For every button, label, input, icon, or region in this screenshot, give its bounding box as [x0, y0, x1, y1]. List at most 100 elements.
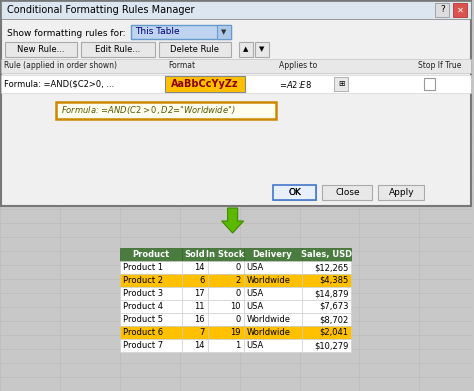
FancyBboxPatch shape	[1, 59, 471, 73]
FancyBboxPatch shape	[159, 42, 231, 57]
Text: Product 3: Product 3	[123, 289, 163, 298]
Text: Sold: Sold	[184, 250, 205, 259]
FancyBboxPatch shape	[165, 76, 245, 92]
FancyBboxPatch shape	[1, 75, 471, 93]
Text: USA: USA	[246, 302, 264, 311]
Text: Sales, USD: Sales, USD	[301, 250, 352, 259]
FancyBboxPatch shape	[120, 326, 182, 339]
FancyBboxPatch shape	[120, 287, 182, 300]
FancyBboxPatch shape	[255, 42, 269, 57]
Text: USA: USA	[246, 341, 264, 350]
FancyBboxPatch shape	[208, 261, 244, 274]
FancyBboxPatch shape	[182, 326, 208, 339]
Text: 10: 10	[230, 302, 241, 311]
FancyBboxPatch shape	[435, 3, 449, 17]
FancyBboxPatch shape	[5, 42, 77, 57]
FancyBboxPatch shape	[208, 339, 244, 352]
Text: 1: 1	[236, 341, 241, 350]
FancyBboxPatch shape	[301, 313, 351, 326]
FancyBboxPatch shape	[238, 42, 253, 57]
FancyBboxPatch shape	[273, 185, 317, 200]
Text: Conditional Formatting Rules Manager: Conditional Formatting Rules Manager	[7, 5, 194, 15]
FancyBboxPatch shape	[120, 248, 182, 261]
FancyBboxPatch shape	[208, 287, 244, 300]
Text: This Table: This Table	[135, 27, 180, 36]
Text: ▼: ▼	[221, 29, 226, 35]
Text: ▲: ▲	[243, 47, 248, 52]
FancyBboxPatch shape	[424, 78, 435, 90]
FancyBboxPatch shape	[217, 25, 231, 39]
Text: OK: OK	[288, 188, 301, 197]
Text: 14: 14	[194, 263, 205, 272]
FancyBboxPatch shape	[208, 248, 244, 261]
Text: ⊞: ⊞	[338, 79, 345, 88]
Text: ✕: ✕	[457, 5, 464, 14]
FancyBboxPatch shape	[56, 102, 275, 119]
Text: Close: Close	[335, 188, 360, 197]
Text: 16: 16	[194, 315, 205, 324]
Text: USA: USA	[246, 263, 264, 272]
Text: Delete Rule: Delete Rule	[170, 45, 219, 54]
FancyBboxPatch shape	[120, 261, 182, 274]
FancyBboxPatch shape	[273, 185, 317, 200]
Text: AaBbCcYyZz: AaBbCcYyZz	[171, 79, 238, 89]
Text: 0: 0	[236, 315, 241, 324]
FancyBboxPatch shape	[453, 3, 467, 17]
Text: Formula: =AND($C2>0, ...: Formula: =AND($C2>0, ...	[4, 79, 114, 88]
FancyBboxPatch shape	[182, 261, 208, 274]
FancyBboxPatch shape	[301, 274, 351, 287]
Text: In Stock: In Stock	[207, 250, 245, 259]
Text: 11: 11	[194, 302, 205, 311]
FancyBboxPatch shape	[301, 326, 351, 339]
Text: $12,265: $12,265	[314, 263, 348, 272]
Text: Apply: Apply	[389, 188, 414, 197]
FancyBboxPatch shape	[120, 274, 182, 287]
FancyBboxPatch shape	[244, 274, 301, 287]
Text: Worldwide: Worldwide	[246, 315, 291, 324]
Text: 14: 14	[194, 341, 205, 350]
Text: $2,041: $2,041	[319, 328, 348, 337]
FancyBboxPatch shape	[244, 339, 301, 352]
FancyBboxPatch shape	[131, 25, 231, 39]
Text: Stop If True: Stop If True	[419, 61, 462, 70]
FancyBboxPatch shape	[120, 313, 182, 326]
Text: 2: 2	[236, 276, 241, 285]
FancyBboxPatch shape	[81, 42, 155, 57]
Text: 0: 0	[236, 289, 241, 298]
Text: Product 6: Product 6	[123, 328, 163, 337]
Text: $4,385: $4,385	[319, 276, 348, 285]
FancyBboxPatch shape	[244, 300, 301, 313]
Text: Edit Rule...: Edit Rule...	[95, 45, 140, 54]
Text: 17: 17	[194, 289, 205, 298]
Text: Product 1: Product 1	[123, 263, 163, 272]
FancyBboxPatch shape	[208, 313, 244, 326]
FancyBboxPatch shape	[301, 339, 351, 352]
Text: $10,279: $10,279	[314, 341, 348, 350]
Text: Show formatting rules for:: Show formatting rules for:	[7, 29, 126, 38]
Text: Product 2: Product 2	[123, 276, 163, 285]
FancyBboxPatch shape	[301, 287, 351, 300]
Text: 19: 19	[230, 328, 241, 337]
Text: 6: 6	[199, 276, 205, 285]
FancyBboxPatch shape	[1, 1, 471, 19]
FancyBboxPatch shape	[301, 300, 351, 313]
Text: Formula: =AND($C2>0, $D2="Worldwide"): Formula: =AND($C2>0, $D2="Worldwide")	[61, 104, 236, 117]
Text: $8,702: $8,702	[319, 315, 348, 324]
Text: 0: 0	[236, 263, 241, 272]
FancyBboxPatch shape	[182, 300, 208, 313]
FancyBboxPatch shape	[301, 248, 351, 261]
Text: Product: Product	[132, 250, 169, 259]
Text: ?: ?	[440, 5, 445, 14]
FancyBboxPatch shape	[208, 326, 244, 339]
FancyBboxPatch shape	[182, 313, 208, 326]
Text: =$A$2:$E$8: =$A$2:$E$8	[279, 79, 311, 90]
Text: Product 5: Product 5	[123, 315, 163, 324]
FancyBboxPatch shape	[378, 185, 424, 200]
Text: ▼: ▼	[259, 47, 264, 52]
FancyBboxPatch shape	[182, 339, 208, 352]
FancyBboxPatch shape	[244, 248, 301, 261]
FancyBboxPatch shape	[182, 274, 208, 287]
Text: USA: USA	[246, 289, 264, 298]
FancyBboxPatch shape	[182, 287, 208, 300]
FancyBboxPatch shape	[301, 261, 351, 274]
